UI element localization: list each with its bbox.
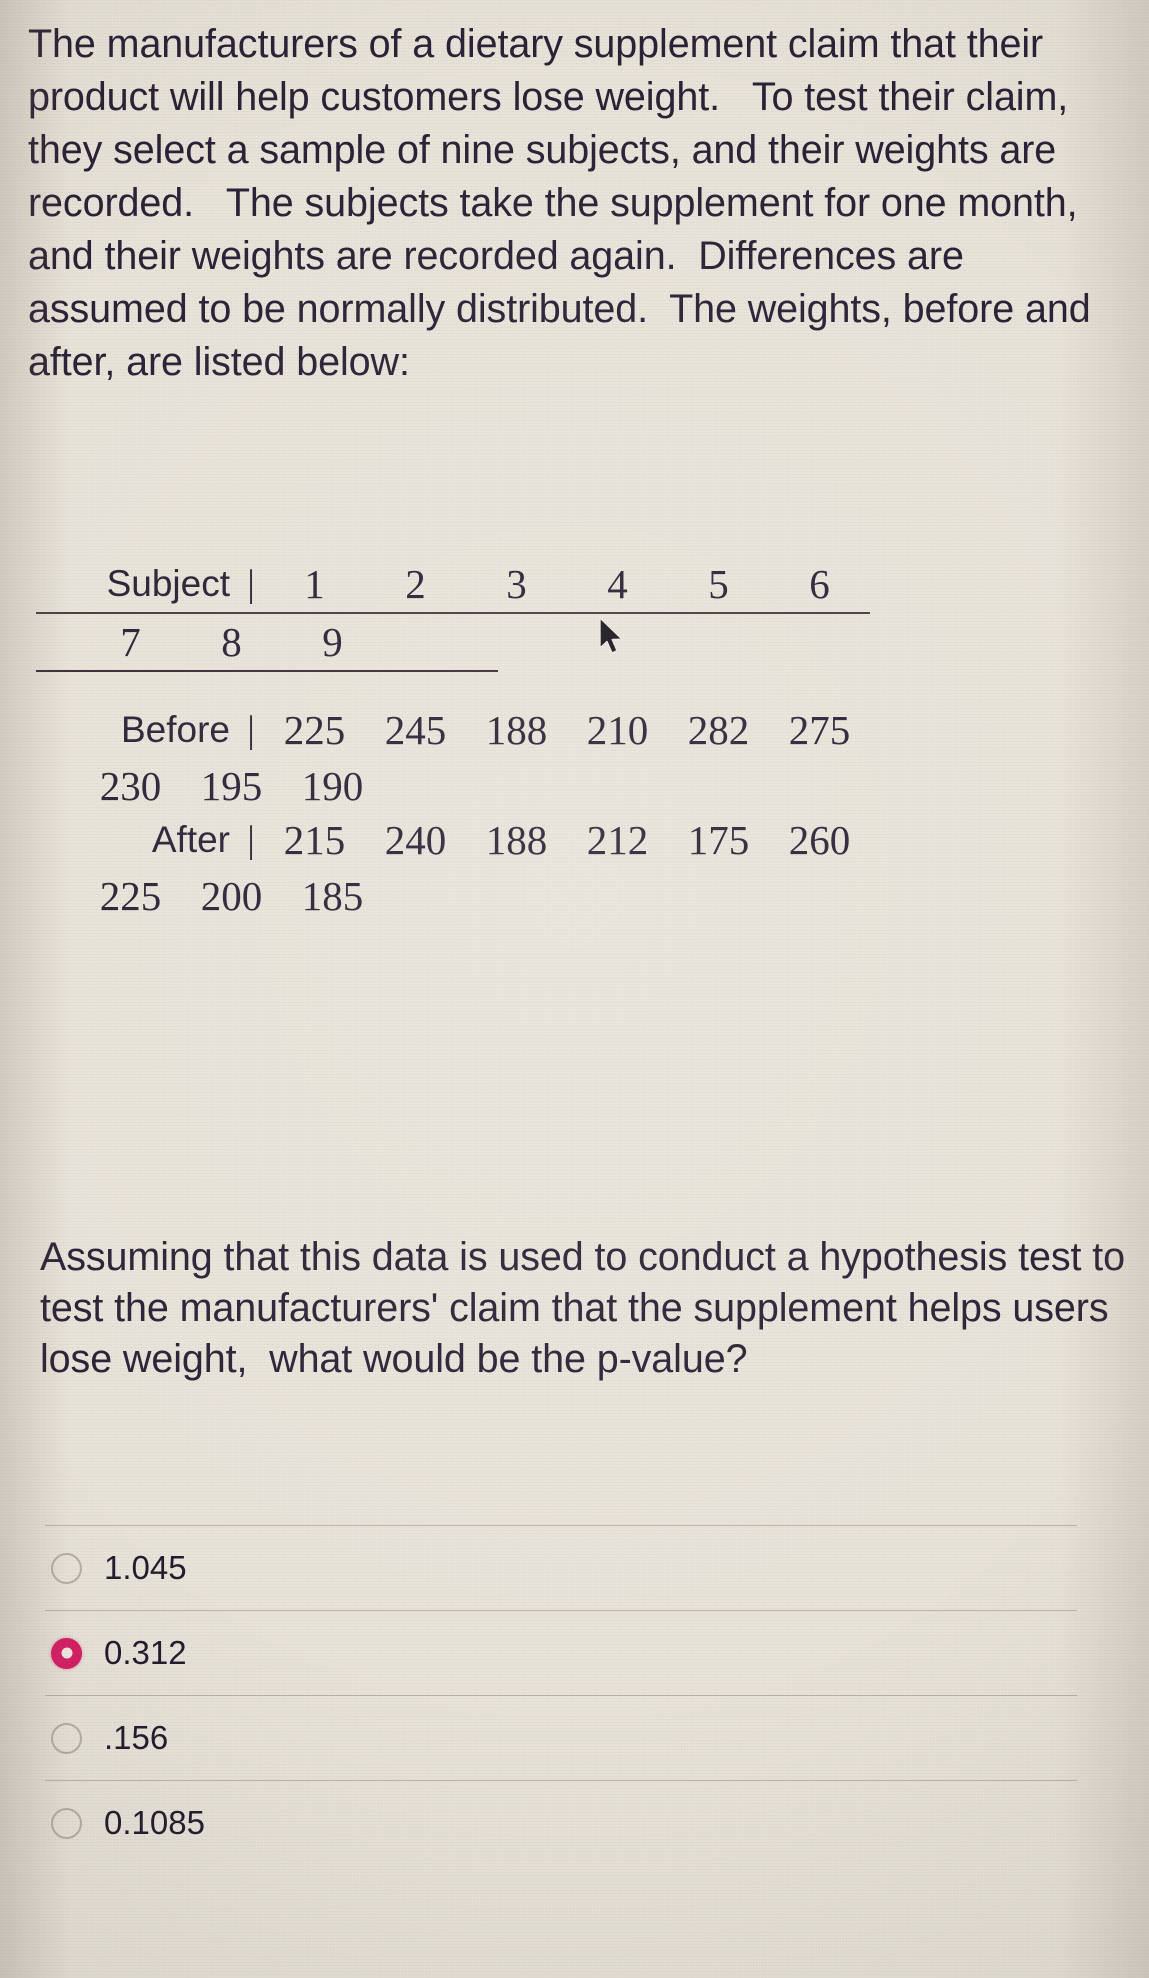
subject-cell-7: 7: [80, 614, 181, 672]
after-row: After | 215 240 188 212 175 260: [36, 812, 1116, 868]
answer-option-label: 0.312: [104, 1634, 187, 1671]
wrap-indent: [36, 670, 80, 672]
answer-option-label: 0.1085: [104, 1804, 205, 1841]
after-cell-7: 225: [99, 873, 162, 919]
before-cell-3: 188: [485, 707, 548, 753]
subject-cell-1: 1: [264, 556, 365, 614]
subject-cell-8: 8: [181, 614, 282, 672]
before-cell-4: 210: [586, 707, 649, 753]
before-cell-9: 190: [301, 763, 364, 809]
before-cell-2: 245: [384, 707, 447, 753]
after-row-wrapped: 225 200 185: [36, 868, 1116, 924]
subject-cell-9: 9: [282, 614, 383, 672]
before-row-wrapped: 230 195 190: [36, 758, 1116, 814]
before-row-label: Before: [120, 709, 230, 750]
answer-option-2[interactable]: 0.312: [45, 1610, 1077, 1695]
after-cell-6: 260: [788, 817, 851, 863]
table-header-row: Subject | 1 2 3 4 5 6: [36, 556, 1116, 614]
subject-cell-4: 4: [567, 556, 668, 614]
after-cell-5: 175: [687, 817, 750, 863]
after-cell-9: 185: [301, 873, 364, 919]
table-header-row-wrapped: 7 8 9: [36, 614, 1116, 672]
after-cell-4: 212: [586, 817, 649, 863]
before-cell-5: 282: [687, 707, 750, 753]
mouse-cursor-icon: [599, 617, 623, 654]
wrap-trailing-rule: [383, 670, 498, 672]
answer-option-label: .156: [104, 1719, 169, 1756]
column-separator: |: [247, 819, 255, 861]
weights-data-table: Subject | 1 2 3 4 5 6 7 8 9 Before | 225…: [36, 556, 1116, 924]
radio-button-icon[interactable]: [51, 1807, 82, 1839]
after-cell-1: 215: [283, 817, 346, 863]
column-separator: |: [247, 709, 255, 751]
after-cell-2: 240: [384, 817, 447, 863]
answer-option-3[interactable]: .156: [45, 1695, 1077, 1780]
after-cell-8: 200: [200, 873, 263, 919]
before-cell-6: 275: [788, 707, 851, 753]
answer-option-4[interactable]: 0.1085: [45, 1780, 1077, 1865]
before-cell-8: 195: [200, 763, 263, 809]
problem-statement: The manufacturers of a dietary supplemen…: [28, 22, 1102, 384]
answer-options-list: 1.045 0.312 .156 0.1085: [45, 1525, 1077, 1865]
radio-button-icon[interactable]: [51, 1722, 82, 1754]
subject-cell-5: 5: [668, 556, 769, 614]
after-cell-3: 188: [485, 817, 548, 863]
radio-button-icon[interactable]: [51, 1552, 82, 1584]
before-cell-7: 230: [99, 763, 162, 809]
column-separator: |: [238, 556, 264, 614]
answer-option-label: 1.045: [104, 1549, 187, 1586]
subject-cell-6: 6: [769, 556, 870, 614]
before-cell-1: 225: [283, 707, 346, 753]
subject-row-label: Subject: [36, 556, 238, 614]
wrap-indent: [36, 758, 80, 814]
subject-cell-3: 3: [466, 556, 567, 614]
before-row: Before | 225 245 188 210 282 275: [36, 702, 1116, 758]
wrap-indent: [36, 868, 80, 924]
answer-option-1[interactable]: 1.045: [45, 1525, 1077, 1610]
radio-button-selected-icon[interactable]: [51, 1637, 82, 1669]
question-text: Assuming that this data is used to condu…: [40, 1235, 1136, 1381]
after-row-label: After: [151, 819, 230, 860]
subject-cell-2: 2: [365, 556, 466, 614]
